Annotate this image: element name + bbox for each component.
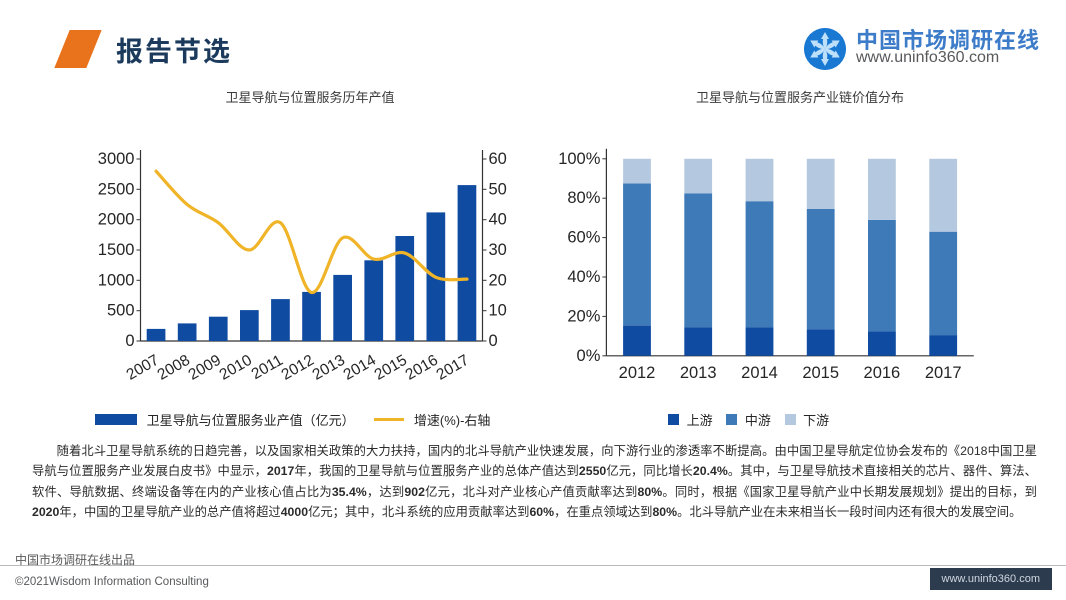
svg-text:20: 20 — [489, 271, 507, 289]
svg-text:2013: 2013 — [680, 364, 717, 382]
svg-text:10: 10 — [489, 302, 507, 320]
svg-text:0%: 0% — [577, 347, 601, 365]
svg-text:3000: 3000 — [98, 150, 135, 168]
svg-text:2016: 2016 — [864, 364, 901, 382]
svg-text:0: 0 — [489, 332, 498, 350]
svg-text:100%: 100% — [558, 150, 601, 168]
svg-text:40: 40 — [489, 211, 507, 229]
svg-text:40%: 40% — [567, 268, 600, 286]
svg-text:60%: 60% — [567, 229, 600, 247]
svg-text:1000: 1000 — [98, 271, 135, 289]
svg-text:60: 60 — [489, 150, 507, 168]
svg-text:0: 0 — [125, 332, 134, 350]
svg-text:2000: 2000 — [98, 211, 135, 229]
svg-text:2017: 2017 — [434, 352, 472, 384]
svg-text:500: 500 — [107, 302, 135, 320]
svg-text:50: 50 — [489, 180, 507, 198]
svg-text:20%: 20% — [567, 307, 600, 325]
svg-text:2012: 2012 — [619, 364, 656, 382]
svg-text:1500: 1500 — [98, 241, 135, 259]
svg-text:2017: 2017 — [925, 364, 962, 382]
svg-text:80%: 80% — [567, 189, 600, 207]
svg-text:2500: 2500 — [98, 180, 135, 198]
svg-text:2015: 2015 — [802, 364, 839, 382]
svg-text:2014: 2014 — [741, 364, 778, 382]
svg-text:30: 30 — [489, 241, 507, 259]
